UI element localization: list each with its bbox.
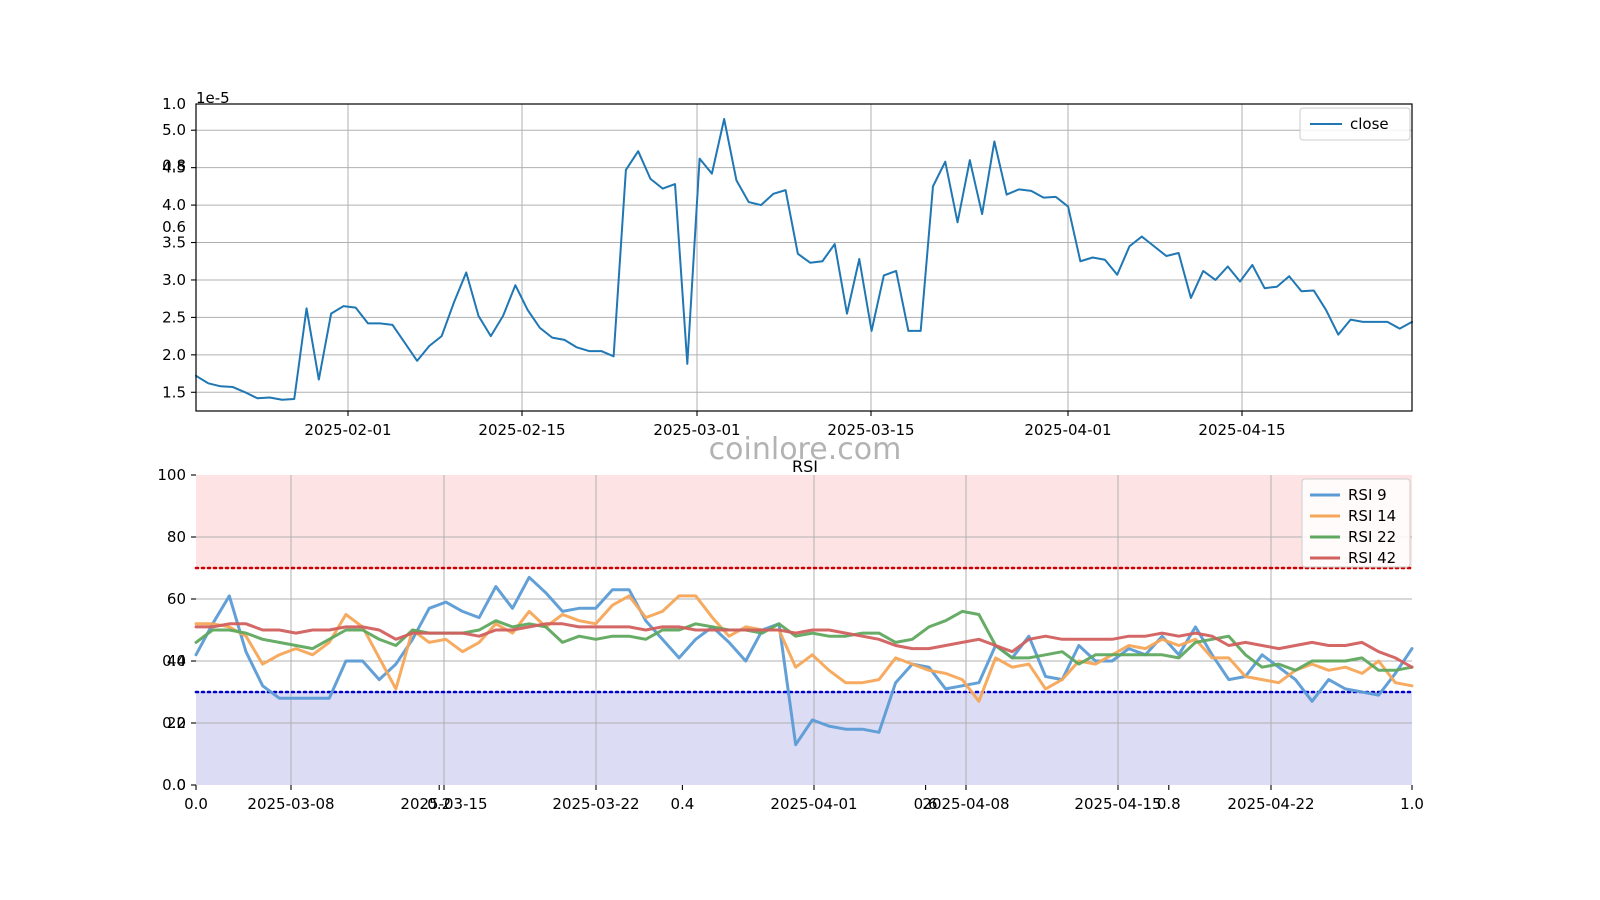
price-x-tick-label: 2025-02-15 bbox=[478, 421, 565, 439]
price-x-tick-label: 2025-04-15 bbox=[1198, 421, 1285, 439]
rsi-series-rsi-42 bbox=[194, 622, 1414, 669]
rsi-y-tick-label: 100 bbox=[157, 466, 186, 484]
rsi-series-rsi-14 bbox=[194, 594, 1414, 703]
price-y-tick-label: 3.5 bbox=[162, 234, 186, 252]
price-y-tick-label: 4.0 bbox=[162, 196, 186, 214]
rsi-y-tick-label: 40 bbox=[167, 652, 186, 670]
rsi-series-rsi-22 bbox=[194, 609, 1414, 672]
coinlore-watermark: coinlore.com bbox=[709, 432, 902, 467]
rsi-x-tick-label: 2025-03-08 bbox=[247, 795, 334, 813]
rsi-x-ghost-tick-label: 0.2 bbox=[427, 795, 451, 813]
price-x-tick-label: 2025-02-01 bbox=[304, 421, 391, 439]
rsi-x-axis-labels: 2025-03-08 2025-03-15 2025-03-22 2025-04-01… bbox=[184, 795, 1424, 813]
watermark-layer: coinlore.com RSI bbox=[709, 432, 902, 476]
price-series-group bbox=[195, 117, 1413, 401]
rsi-legend[interactable]: RSI 9 RSI 14 RSI 22 RSI 42 bbox=[1301, 478, 1411, 568]
rsi-x-ghost-tick-label: 1.0 bbox=[1400, 795, 1424, 813]
rsi-series-rsi-9 bbox=[194, 575, 1414, 747]
rsi-x-ghost-tick-label: 0.8 bbox=[1157, 795, 1181, 813]
rsi-legend-box[interactable] bbox=[1301, 478, 1411, 568]
price-gridlines bbox=[196, 104, 1412, 411]
rsi-axis-spines bbox=[191, 474, 1413, 790]
rsi-band-oversold bbox=[196, 692, 1412, 785]
rsi-x-ghost-tick-label: 0.0 bbox=[184, 795, 208, 813]
rsi-y-tick-label: 20 bbox=[167, 714, 186, 732]
rsi-series-group bbox=[194, 575, 1414, 747]
price-x-tick-label: 2025-04-01 bbox=[1024, 421, 1111, 439]
price-y-ghost-tick-label: 0.6 bbox=[162, 218, 186, 236]
price-x-tick-label: 2025-03-15 bbox=[827, 421, 914, 439]
rsi-x-tick-label: 2025-03-15 bbox=[400, 795, 487, 813]
rsi-x-tick-label: 2025-04-01 bbox=[770, 795, 857, 813]
rsi-threshold-lines bbox=[194, 566, 1414, 694]
price-x-tick-label: 2025-03-01 bbox=[653, 421, 740, 439]
rsi-y-ghost-tick-label: 0.0 bbox=[162, 776, 186, 794]
rsi-x-tick-label: 2025-04-15 bbox=[1074, 795, 1161, 813]
rsi-y-tick-label: 0 bbox=[176, 776, 186, 794]
rsi-x-tick-label: 2025-04-08 bbox=[922, 795, 1009, 813]
rsi-legend-label-rsi-42: RSI 42 bbox=[1348, 549, 1396, 567]
price-legend-box[interactable] bbox=[1299, 107, 1411, 141]
price-y-tick-label: 2.0 bbox=[162, 346, 186, 364]
rsi-y-tick-label: 80 bbox=[167, 528, 186, 546]
price-y-tick-label: 1.5 bbox=[162, 383, 186, 401]
price-y-offset-label: 1e-5 bbox=[196, 89, 230, 107]
price-chart-panel: 1.5 2.0 2.5 3.0 3.5 4.0 4.5 5.0 0.6 0.8 1.0 2025-0… bbox=[162, 89, 1413, 439]
price-legend-label-close: close bbox=[1350, 115, 1389, 133]
price-y-tick-label: 3.0 bbox=[162, 271, 186, 289]
rsi-legend-label-rsi-22: RSI 22 bbox=[1348, 528, 1396, 546]
rsi-panel-title: RSI bbox=[792, 457, 818, 476]
price-y-tick-label: 4.5 bbox=[162, 159, 186, 177]
price-plot-border bbox=[195, 103, 1413, 412]
rsi-legend-label-rsi-14: RSI 14 bbox=[1348, 507, 1396, 525]
rsi-threshold-bands bbox=[196, 475, 1412, 785]
rsi-band-overbought bbox=[196, 475, 1412, 568]
price-y-tick-label: 5.0 bbox=[162, 121, 186, 139]
price-y-tick-label: 2.5 bbox=[162, 308, 186, 326]
price-y-ghost-tick-label: 0.8 bbox=[162, 156, 186, 174]
rsi-x-tick-label: 2025-04-22 bbox=[1227, 795, 1314, 813]
rsi-y-axis-labels: 0 20 40 60 80 100 0.0 0.2 0.4 bbox=[157, 466, 186, 794]
price-y-ghost-tick-label: 1.0 bbox=[162, 95, 186, 113]
rsi-x-ghost-tick-label: 0.4 bbox=[670, 795, 694, 813]
price-series-close bbox=[195, 117, 1413, 401]
rsi-y-ghost-tick-label: 0.2 bbox=[162, 714, 186, 732]
rsi-legend-label-rsi-9: RSI 9 bbox=[1348, 486, 1387, 504]
price-x-axis-labels: 2025-02-01 2025-02-15 2025-03-01 2025-03-15… bbox=[304, 421, 1285, 439]
rsi-x-tick-label: 2025-03-22 bbox=[552, 795, 639, 813]
rsi-x-ghost-tick-label: 0.6 bbox=[914, 795, 938, 813]
price-y-axis-labels: 1.5 2.0 2.5 3.0 3.5 4.0 4.5 5.0 0.6 0.8 1.0 bbox=[162, 95, 186, 401]
rsi-y-tick-label: 60 bbox=[167, 590, 186, 608]
rsi-y-ghost-tick-label: 0.4 bbox=[162, 652, 186, 670]
price-axis-spines bbox=[191, 103, 1413, 416]
price-legend[interactable]: close bbox=[1299, 107, 1411, 141]
